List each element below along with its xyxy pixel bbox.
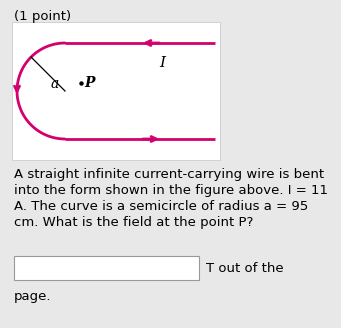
Text: I: I <box>159 56 165 70</box>
FancyBboxPatch shape <box>12 22 220 160</box>
Text: (1 point): (1 point) <box>14 10 71 23</box>
Text: into the form shown in the figure above. I = 11: into the form shown in the figure above.… <box>14 184 328 197</box>
Text: P: P <box>84 76 94 90</box>
Text: A straight infinite current-carrying wire is bent: A straight infinite current-carrying wir… <box>14 168 324 181</box>
FancyBboxPatch shape <box>14 256 199 280</box>
Text: cm. What is the field at the point P?: cm. What is the field at the point P? <box>14 216 253 229</box>
Text: a: a <box>51 77 59 91</box>
Text: page.: page. <box>14 290 51 303</box>
Text: T out of the: T out of the <box>206 261 284 275</box>
Text: A. The curve is a semicircle of radius a = 95: A. The curve is a semicircle of radius a… <box>14 200 308 213</box>
